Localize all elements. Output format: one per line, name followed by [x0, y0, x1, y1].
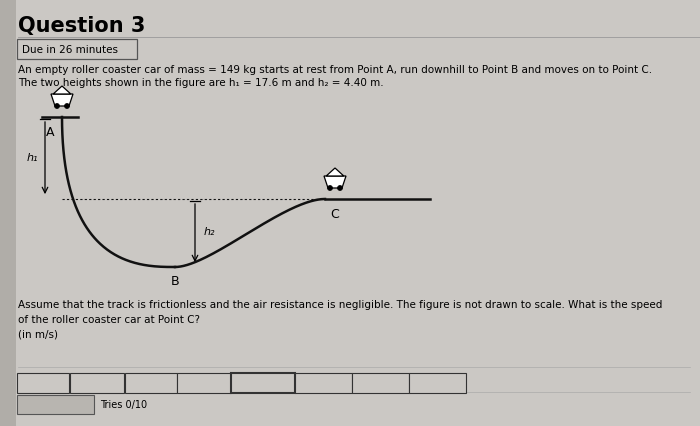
Text: A: 1.20: A: 1.20: [26, 378, 60, 388]
Text: B: 9.29: B: 9.29: [80, 378, 114, 388]
Text: Question 3: Question 3: [18, 16, 146, 36]
FancyBboxPatch shape: [125, 373, 177, 393]
FancyBboxPatch shape: [231, 373, 295, 393]
Polygon shape: [326, 169, 344, 177]
Text: h₁: h₁: [27, 153, 38, 163]
Polygon shape: [53, 87, 71, 95]
FancyBboxPatch shape: [352, 373, 409, 393]
Text: C: 16.0: C: 16.0: [134, 378, 168, 388]
Text: H: 23.4: H: 23.4: [420, 378, 455, 388]
Polygon shape: [0, 0, 16, 426]
Circle shape: [64, 104, 69, 109]
Text: h₂: h₂: [204, 227, 216, 236]
Text: Assume that the track is frictionless and the air resistance is negligible. The : Assume that the track is frictionless an…: [18, 299, 662, 339]
Circle shape: [337, 186, 342, 191]
Text: G: 20.8: G: 20.8: [363, 378, 398, 388]
Text: B: B: [171, 274, 179, 287]
Text: Due in 26 minutes: Due in 26 minutes: [22, 45, 118, 55]
Text: C: C: [330, 207, 340, 221]
Polygon shape: [51, 95, 73, 107]
Circle shape: [55, 104, 60, 109]
Circle shape: [328, 186, 332, 191]
FancyBboxPatch shape: [177, 373, 231, 393]
Text: Submit Answer: Submit Answer: [21, 400, 89, 409]
FancyBboxPatch shape: [409, 373, 466, 393]
Text: A: A: [46, 126, 55, 139]
Text: E: 17.6: E: 17.6: [244, 378, 282, 388]
FancyBboxPatch shape: [295, 373, 352, 393]
Text: F: 18.6: F: 18.6: [307, 378, 340, 388]
Text: D: 16.1: D: 16.1: [186, 378, 222, 388]
FancyBboxPatch shape: [70, 373, 124, 393]
FancyBboxPatch shape: [17, 40, 137, 60]
Text: The two heights shown in the figure are h₁ = 17.6 m and h₂ = 4.40 m.: The two heights shown in the figure are …: [18, 78, 384, 88]
Text: An empty roller coaster car of mass = 149 kg starts at rest from Point A, run do: An empty roller coaster car of mass = 14…: [18, 65, 652, 75]
FancyBboxPatch shape: [17, 395, 94, 414]
Text: Tries 0/10: Tries 0/10: [100, 400, 147, 409]
Polygon shape: [324, 177, 346, 189]
FancyBboxPatch shape: [17, 373, 69, 393]
